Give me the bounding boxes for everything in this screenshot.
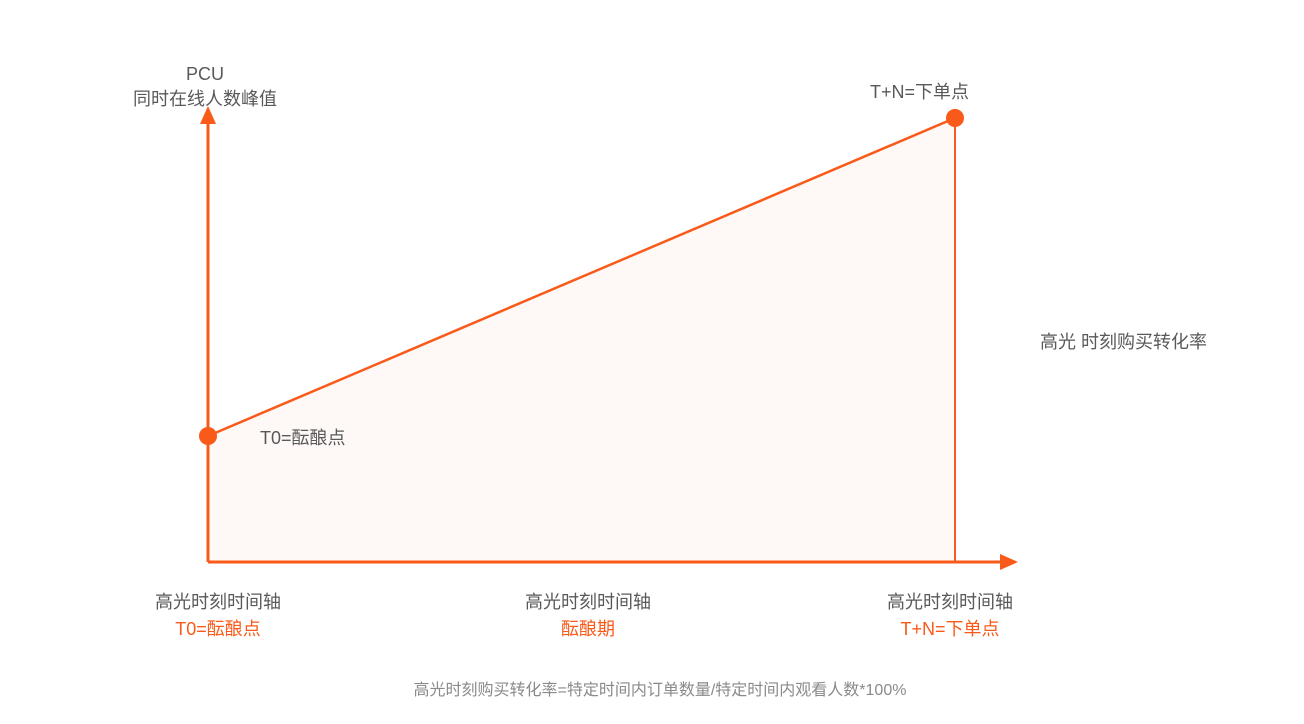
x-axis-arrow — [1000, 554, 1018, 570]
y-axis-label-line2: 同时在线人数峰值 — [95, 87, 315, 112]
x-axis-label-2-title: 高光时刻时间轴 — [498, 590, 678, 615]
x-axis-label-3-title: 高光时刻时间轴 — [860, 590, 1040, 615]
x-axis-label-1: 高光时刻时间轴 T0=酝酿点 — [128, 590, 308, 642]
area-fill — [208, 118, 955, 562]
tn-top-label: T+N=下单点 — [870, 80, 969, 105]
point-t0 — [199, 427, 217, 445]
point-tn — [946, 109, 964, 127]
x-axis-label-2-sub: 酝酿期 — [498, 617, 678, 642]
y-axis-label-line1: PCU — [95, 62, 315, 87]
right-side-label: 高光 时刻购买转化率 — [1040, 330, 1207, 355]
x-axis-label-3: 高光时刻时间轴 T+N=下单点 — [860, 590, 1040, 642]
chart-container: PCU 同时在线人数峰值 T0=酝酿点 T+N=下单点 高光 时刻购买转化率 高… — [0, 0, 1304, 724]
x-axis-label-3-sub: T+N=下单点 — [860, 617, 1040, 642]
t0-inline-label: T0=酝酿点 — [260, 426, 346, 451]
y-axis-label: PCU 同时在线人数峰值 — [95, 62, 315, 112]
x-axis-label-1-sub: T0=酝酿点 — [128, 617, 308, 642]
x-axis-label-2: 高光时刻时间轴 酝酿期 — [498, 590, 678, 642]
formula-label: 高光时刻购买转化率=特定时间内订单数量/特定时间内观看人数*100% — [310, 680, 1010, 702]
x-axis-label-1-title: 高光时刻时间轴 — [128, 590, 308, 615]
